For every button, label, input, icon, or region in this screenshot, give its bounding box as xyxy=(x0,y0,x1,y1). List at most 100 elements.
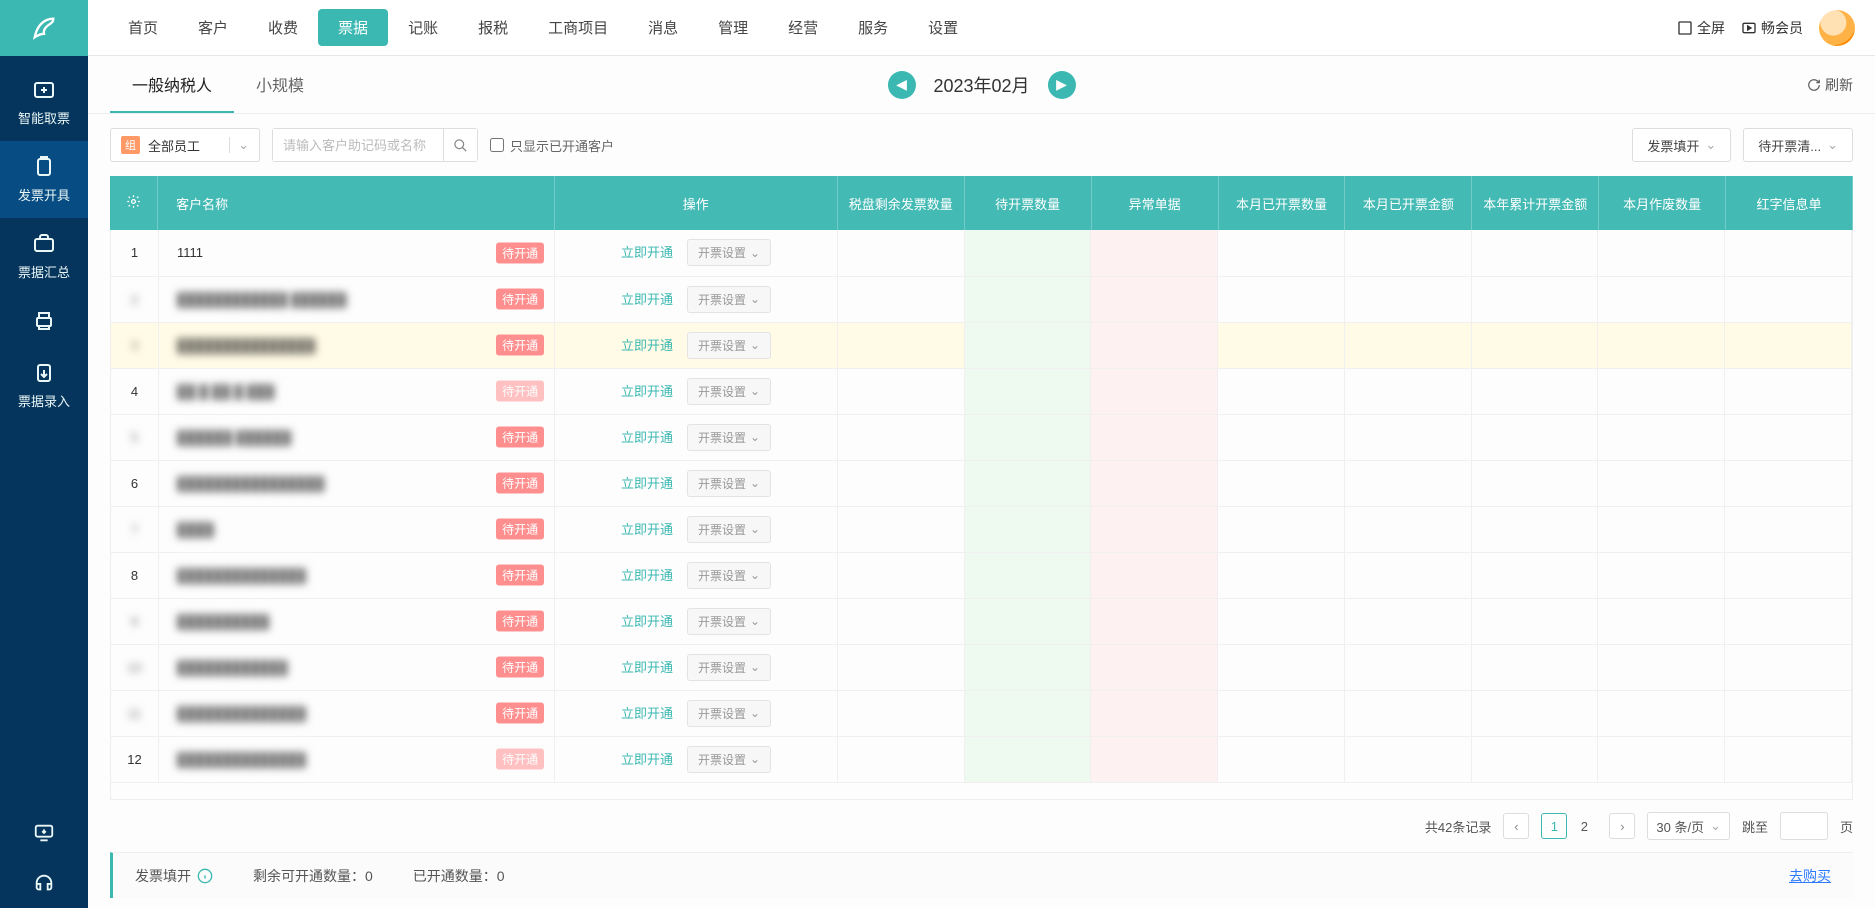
only-opened-input[interactable] xyxy=(490,138,504,152)
sidebar-item-4[interactable]: 票据录入 xyxy=(0,347,88,424)
invoice-settings-button[interactable]: 开票设置 ⌄ xyxy=(687,332,771,359)
activate-link[interactable]: 立即开通 xyxy=(621,568,673,583)
nav-item-7[interactable]: 消息 xyxy=(628,9,698,46)
page-next-button[interactable]: › xyxy=(1609,813,1635,839)
period-prev-button[interactable]: ◀ xyxy=(887,71,915,99)
data-cell xyxy=(1344,552,1471,598)
data-cell xyxy=(1344,460,1471,506)
activate-link[interactable]: 立即开通 xyxy=(621,338,673,353)
table-row[interactable]: 9██████████待开通立即开通开票设置 ⌄ xyxy=(111,598,1852,644)
customer-name-cell: ████待开通 xyxy=(159,506,555,552)
nav-item-8[interactable]: 管理 xyxy=(698,9,768,46)
period-next-button[interactable]: ▶ xyxy=(1048,71,1076,99)
jump-page-input[interactable] xyxy=(1780,812,1828,840)
invoice-settings-button[interactable]: 开票设置 ⌄ xyxy=(687,608,771,635)
page-number-2[interactable]: 2 xyxy=(1571,813,1597,839)
tab-0[interactable]: 一般纳税人 xyxy=(110,56,234,113)
invoice-settings-button[interactable]: 开票设置 ⌄ xyxy=(687,424,771,451)
only-opened-checkbox[interactable]: 只显示已开通客户 xyxy=(490,136,614,155)
nav-item-3[interactable]: 票据 xyxy=(318,9,388,46)
page-size-select[interactable]: 30 条/页 ⌄ xyxy=(1647,812,1730,840)
wait-tag: 待开通 xyxy=(496,703,544,724)
data-cell xyxy=(1344,414,1471,460)
activate-link[interactable]: 立即开通 xyxy=(621,292,673,307)
invoice-settings-button[interactable]: 开票设置 ⌄ xyxy=(687,516,771,543)
nav-item-6[interactable]: 工商项目 xyxy=(528,9,628,46)
nav-item-0[interactable]: 首页 xyxy=(108,9,178,46)
data-cell xyxy=(838,644,965,690)
nav-item-1[interactable]: 客户 xyxy=(178,9,248,46)
table-row[interactable]: 10████████████待开通立即开通开票设置 ⌄ xyxy=(111,644,1852,690)
table-row[interactable]: 11██████████████待开通立即开通开票设置 ⌄ xyxy=(111,690,1852,736)
data-cell xyxy=(1091,322,1218,368)
data-cell xyxy=(1218,460,1345,506)
member-button[interactable]: 畅会员 xyxy=(1741,18,1803,38)
operation-cell: 立即开通开票设置 ⌄ xyxy=(555,506,838,552)
nav-item-9[interactable]: 经营 xyxy=(768,9,838,46)
table-row[interactable]: 6████████████████待开通立即开通开票设置 ⌄ xyxy=(111,460,1852,506)
period-label[interactable]: 2023年02月 xyxy=(933,72,1029,98)
activate-link[interactable]: 立即开通 xyxy=(621,706,673,721)
chevron-down-icon: ⌄ xyxy=(750,246,760,260)
activate-link[interactable]: 立即开通 xyxy=(621,245,673,260)
invoice-settings-button[interactable]: 开票设置 ⌄ xyxy=(687,286,771,313)
invoice-settings-button[interactable]: 开票设置 ⌄ xyxy=(687,239,771,266)
activate-link[interactable]: 立即开通 xyxy=(621,430,673,445)
chevron-down-icon: ⌄ xyxy=(750,292,760,306)
sidebar-item-0[interactable]: 智能取票 xyxy=(0,64,88,141)
fullscreen-button[interactable]: 全屏 xyxy=(1677,18,1725,38)
table-row[interactable]: 11111待开通立即开通开票设置 ⌄ xyxy=(111,230,1852,276)
gear-icon[interactable] xyxy=(126,194,141,209)
activate-link[interactable]: 立即开通 xyxy=(621,384,673,399)
page-number-1[interactable]: 1 xyxy=(1541,813,1567,839)
operation-cell: 立即开通开票设置 ⌄ xyxy=(555,414,838,460)
avatar[interactable] xyxy=(1819,10,1855,46)
customer-name-cell: ████████████ ██████待开通 xyxy=(159,276,555,322)
sidebar-item-1[interactable]: 发票开具 xyxy=(0,141,88,218)
invoice-fill-select[interactable]: 发票填开 ⌄ xyxy=(1632,128,1731,162)
pending-list-select[interactable]: 待开票清... ⌄ xyxy=(1743,128,1853,162)
sidebar-item-3[interactable] xyxy=(0,295,88,347)
nav-item-4[interactable]: 记账 xyxy=(388,9,458,46)
invoice-settings-button[interactable]: 开票设置 ⌄ xyxy=(687,562,771,589)
search-input[interactable] xyxy=(273,129,443,161)
invoice-settings-button[interactable]: 开票设置 ⌄ xyxy=(687,700,771,727)
employee-select[interactable]: 组 全部员工 ⌄ xyxy=(110,128,260,162)
data-cell xyxy=(1598,368,1725,414)
nav-item-11[interactable]: 设置 xyxy=(908,9,978,46)
sidebar-item-2[interactable]: 票据汇总 xyxy=(0,218,88,295)
activate-link[interactable]: 立即开通 xyxy=(621,476,673,491)
activate-link[interactable]: 立即开通 xyxy=(621,614,673,629)
customer-name-cell: ██████████████待开通 xyxy=(159,736,555,782)
sidebar-bottom-0[interactable] xyxy=(0,808,88,858)
invoice-settings-button[interactable]: 开票设置 ⌄ xyxy=(687,746,771,773)
invoice-settings-button[interactable]: 开票设置 ⌄ xyxy=(687,378,771,405)
activate-link[interactable]: 立即开通 xyxy=(621,752,673,767)
data-cell xyxy=(1598,644,1725,690)
nav-item-2[interactable]: 收费 xyxy=(248,9,318,46)
invoice-settings-button[interactable]: 开票设置 ⌄ xyxy=(687,654,771,681)
sidebar-bottom-1[interactable] xyxy=(0,858,88,908)
app-logo[interactable] xyxy=(0,0,88,56)
table-row[interactable]: 2████████████ ██████待开通立即开通开票设置 ⌄ xyxy=(111,276,1852,322)
refresh-button[interactable]: 刷新 xyxy=(1807,75,1853,95)
table-row[interactable]: 5██████ ██████待开通立即开通开票设置 ⌄ xyxy=(111,414,1852,460)
table-row[interactable]: 4██ █ ██ █ ███待开通立即开通开票设置 ⌄ xyxy=(111,368,1852,414)
search-button[interactable] xyxy=(443,129,477,161)
content-header: 一般纳税人小规模 ◀ 2023年02月 ▶ 刷新 xyxy=(88,56,1875,114)
data-cell xyxy=(1598,736,1725,782)
buy-link[interactable]: 去购买 xyxy=(1789,866,1831,886)
table-row[interactable]: 8██████████████待开通立即开通开票设置 ⌄ xyxy=(111,552,1852,598)
table-row[interactable]: 7████待开通立即开通开票设置 ⌄ xyxy=(111,506,1852,552)
table-row[interactable]: 12██████████████待开通立即开通开票设置 ⌄ xyxy=(111,736,1852,782)
activate-link[interactable]: 立即开通 xyxy=(621,522,673,537)
nav-item-5[interactable]: 报税 xyxy=(458,9,528,46)
table-row[interactable]: 3███████████████待开通立即开通开票设置 ⌄ xyxy=(111,322,1852,368)
page-prev-button[interactable]: ‹ xyxy=(1503,813,1529,839)
total-records-label: 共42条记录 xyxy=(1425,817,1491,836)
activate-link[interactable]: 立即开通 xyxy=(621,660,673,675)
tab-1[interactable]: 小规模 xyxy=(234,56,326,113)
invoice-settings-button[interactable]: 开票设置 ⌄ xyxy=(687,470,771,497)
nav-item-10[interactable]: 服务 xyxy=(838,9,908,46)
data-cell xyxy=(1725,414,1852,460)
